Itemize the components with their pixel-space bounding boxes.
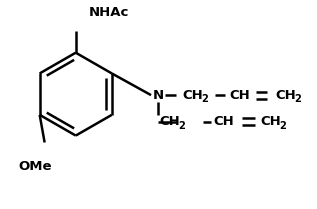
Text: 2: 2 bbox=[178, 121, 185, 131]
Text: 2: 2 bbox=[280, 121, 286, 131]
Text: N: N bbox=[152, 89, 164, 102]
Text: OMe: OMe bbox=[18, 160, 52, 173]
Text: NHAc: NHAc bbox=[89, 6, 129, 19]
Text: CH: CH bbox=[275, 89, 296, 102]
Text: CH: CH bbox=[229, 89, 250, 102]
Text: CH: CH bbox=[213, 115, 234, 128]
Text: 2: 2 bbox=[294, 94, 301, 104]
Text: CH: CH bbox=[261, 115, 281, 128]
Text: 2: 2 bbox=[201, 94, 208, 104]
Text: CH: CH bbox=[159, 115, 180, 128]
Text: CH: CH bbox=[182, 89, 203, 102]
